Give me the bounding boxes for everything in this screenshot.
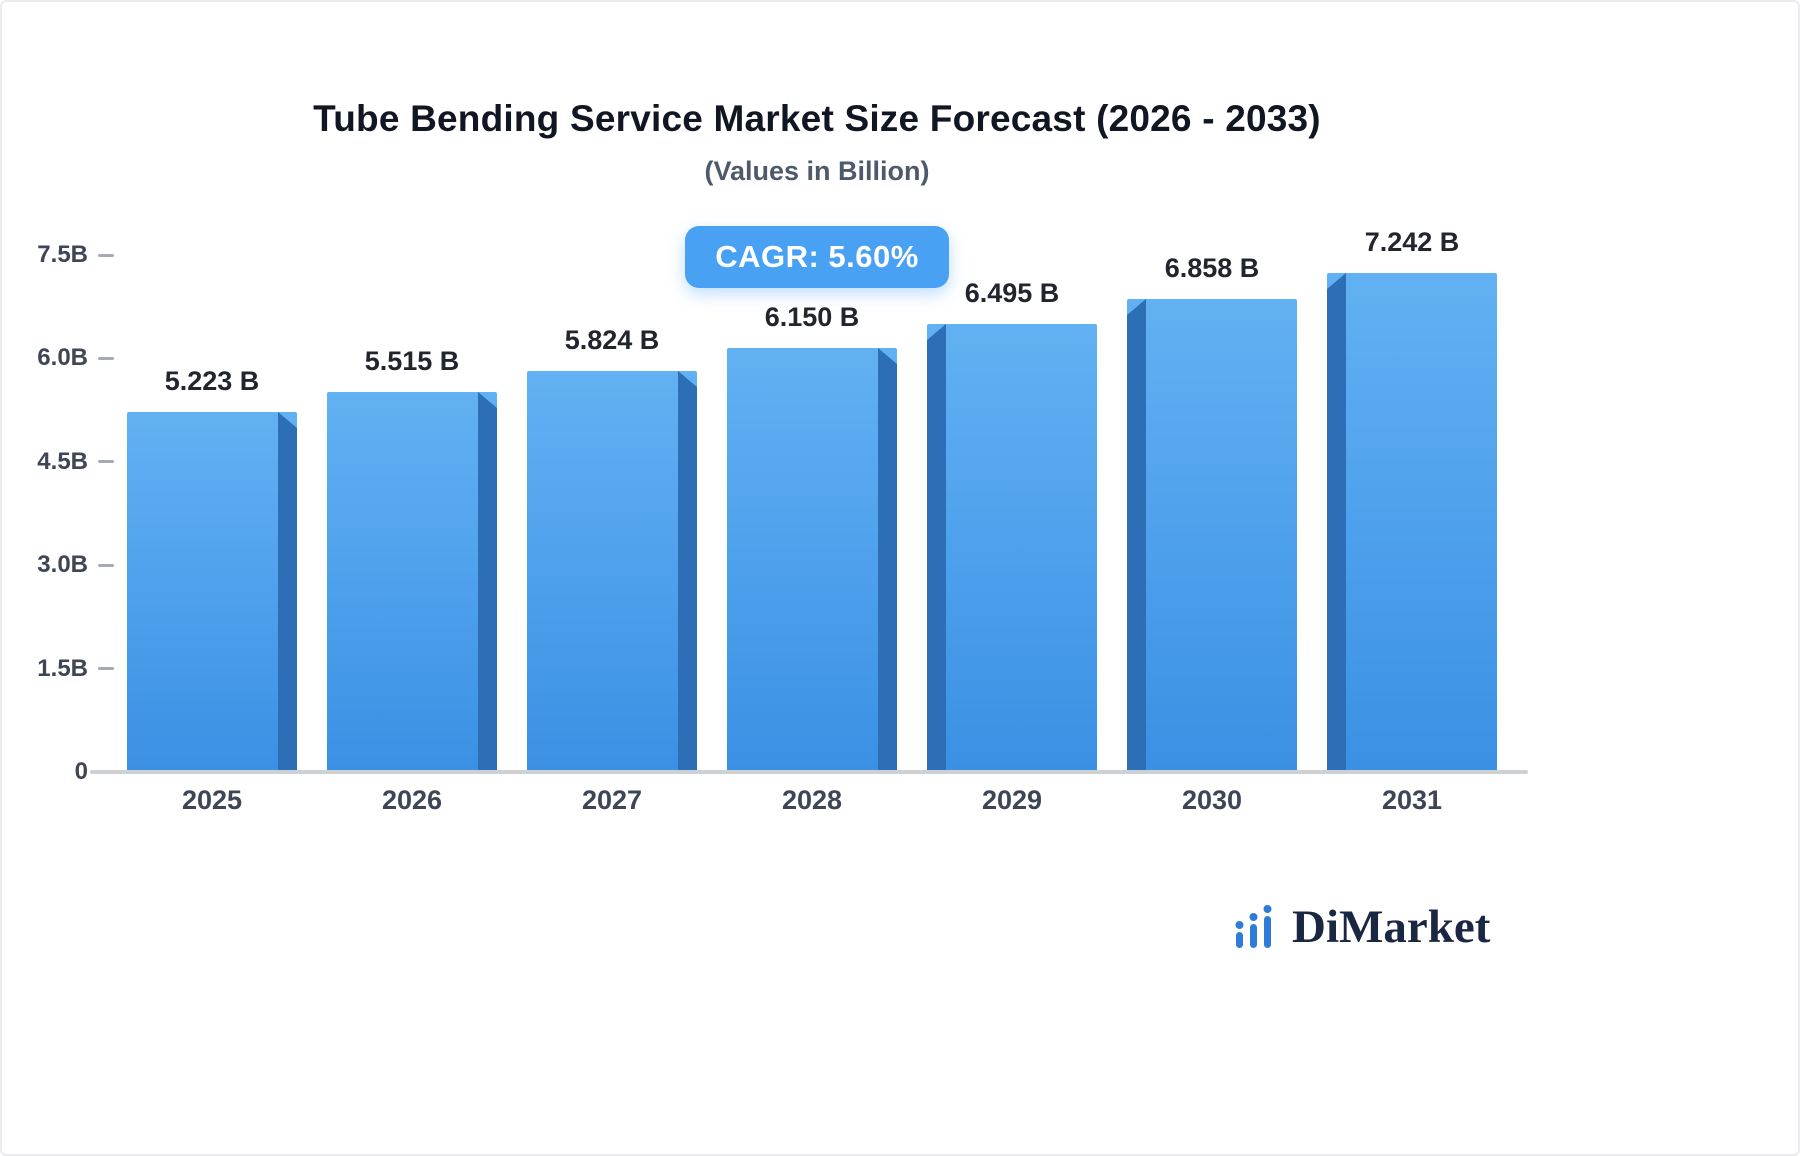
y-tick: 6.0B <box>37 344 114 372</box>
x-axis-line <box>90 770 1528 774</box>
bar-group: 6.150 B <box>727 302 897 772</box>
bar-side-shade <box>678 371 697 772</box>
bar-group: 6.858 B <box>1127 253 1297 772</box>
bar <box>727 348 897 772</box>
chart-header: Tube Bending Service Market Size Forecas… <box>2 2 1632 187</box>
x-axis-label: 2025 <box>181 785 243 815</box>
y-axis: 0 1.5B 3.0B 4.5B 6.0B 7.5B <box>2 241 114 785</box>
bar <box>327 392 497 772</box>
y-tick-label: 3.0B <box>37 551 88 579</box>
chart-subtitle: (Values in Billion) <box>704 156 930 186</box>
bar-side-shade <box>278 412 297 772</box>
x-axis-label: 2029 <box>981 785 1043 815</box>
y-tick-dash <box>98 356 114 360</box>
bar <box>1127 299 1297 772</box>
bar <box>527 371 697 772</box>
bar-value-label: 6.495 B <box>964 278 1060 308</box>
cagr-badge: CAGR: 5.60% <box>685 226 949 288</box>
bar <box>127 412 297 772</box>
brand-logo-text: DiMarket <box>1292 901 1491 953</box>
x-axis-label: 2027 <box>581 785 643 815</box>
bar-chart-dots-icon <box>1235 905 1272 948</box>
y-tick-label: 0 <box>74 758 88 785</box>
bar-value-label: 7.242 B <box>1364 227 1460 257</box>
bar-value-label: 5.515 B <box>364 346 460 376</box>
plot-area: 5.223 B 2025 5.515 B 2026 5.824 B 2027 6.150 B… <box>112 227 1512 815</box>
bar-value-label: 6.858 B <box>1164 253 1260 283</box>
bar-value-label: 5.223 B <box>164 366 260 396</box>
y-tick: 1.5B <box>37 655 114 683</box>
bar <box>927 324 1097 772</box>
y-tick: 4.5B <box>37 448 114 476</box>
bar-group: 5.223 B <box>127 366 297 772</box>
bar-value-label: 5.824 B <box>564 325 660 355</box>
y-tick-label: 6.0B <box>37 344 88 372</box>
bar-group: 6.495 B <box>927 278 1097 772</box>
bar-group: 5.515 B <box>327 346 497 772</box>
x-axis-label: 2028 <box>781 785 843 815</box>
cagr-badge-wrap: CAGR: 5.60% <box>2 226 1632 288</box>
bar <box>1327 273 1497 772</box>
bar-group: 7.242 B <box>1327 227 1497 772</box>
bar-group: 5.824 B <box>527 325 697 772</box>
x-axis-label: 2026 <box>381 785 443 815</box>
brand-logo: DiMarket <box>1230 900 1490 954</box>
y-tick-dash <box>98 563 114 567</box>
x-axis-label: 2031 <box>1381 785 1443 815</box>
chart-title: Tube Bending Service Market Size Forecas… <box>313 98 1321 139</box>
bar-value-label: 6.150 B <box>764 302 860 332</box>
bar-side-shade <box>478 392 497 772</box>
x-axis-label: 2030 <box>1181 785 1243 815</box>
bar-side-shade <box>927 324 946 772</box>
y-tick-dash <box>98 460 114 464</box>
y-tick: 7.5B <box>37 241 114 269</box>
bar-side-shade <box>1127 299 1146 772</box>
y-tick-label: 4.5B <box>37 447 88 475</box>
y-tick-label: 1.5B <box>37 654 88 682</box>
bar-side-shade <box>878 348 897 772</box>
y-tick-dash <box>98 667 114 671</box>
y-tick: 3.0B <box>37 551 114 579</box>
y-tick-dash <box>98 253 114 257</box>
y-tick-label: 7.5B <box>37 241 88 268</box>
bar-side-shade <box>1327 273 1346 772</box>
